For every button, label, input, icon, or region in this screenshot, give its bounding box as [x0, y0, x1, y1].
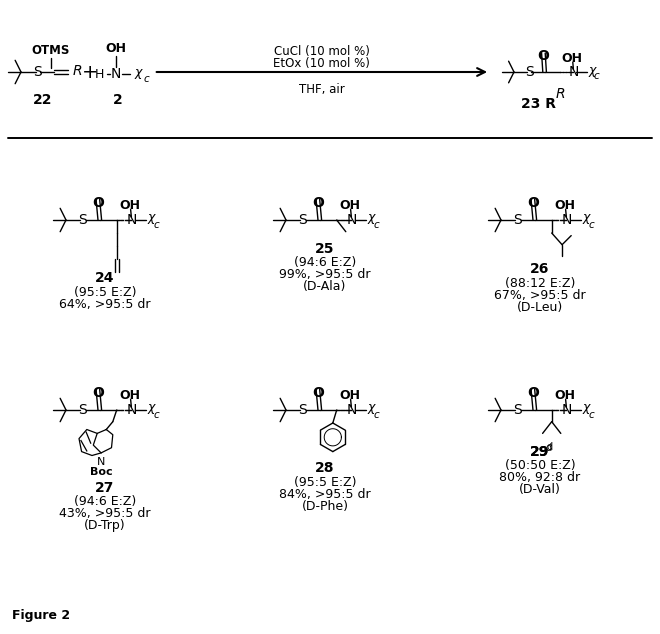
Text: N: N [347, 213, 358, 227]
Text: 67%, >95:5 dr: 67%, >95:5 dr [494, 289, 586, 302]
Text: OH: OH [106, 41, 126, 55]
Text: $\chi$: $\chi$ [147, 212, 158, 226]
Text: c: c [588, 410, 594, 420]
Text: 2: 2 [113, 93, 123, 107]
Text: S: S [79, 403, 87, 417]
Text: (D-Leu): (D-Leu) [517, 301, 563, 314]
Text: S: S [298, 213, 308, 227]
Text: d: d [546, 443, 552, 453]
Text: 25: 25 [315, 242, 335, 256]
Text: (95:5 E:Z): (95:5 E:Z) [74, 286, 136, 299]
Text: $\chi$: $\chi$ [147, 403, 158, 417]
Text: N: N [127, 213, 137, 227]
Text: (D-Ala): (D-Ala) [304, 280, 346, 293]
Text: c: c [153, 410, 159, 420]
Text: N: N [111, 67, 121, 81]
Text: N: N [127, 403, 137, 417]
Text: (94:6 E:Z): (94:6 E:Z) [74, 496, 136, 508]
Text: 80%, 92:8 dr: 80%, 92:8 dr [500, 471, 581, 484]
Text: O: O [527, 386, 539, 401]
Text: S: S [513, 403, 522, 417]
Text: N: N [569, 65, 579, 79]
Text: d: d [547, 442, 553, 451]
Text: c: c [374, 219, 379, 230]
Text: (94:6 E:Z): (94:6 E:Z) [294, 256, 356, 269]
Text: 99%, >95:5 dr: 99%, >95:5 dr [279, 268, 371, 281]
Text: O: O [92, 386, 104, 401]
Text: $\chi$: $\chi$ [134, 67, 144, 81]
Text: OH: OH [339, 199, 360, 212]
Text: OH: OH [119, 199, 141, 212]
Text: 29: 29 [531, 444, 550, 458]
Text: 26: 26 [531, 262, 550, 276]
Text: +: + [82, 63, 98, 82]
Text: c: c [588, 219, 594, 230]
Text: N: N [562, 213, 572, 227]
Text: OH: OH [554, 199, 576, 212]
Text: (D-Phe): (D-Phe) [302, 500, 348, 513]
Text: N: N [97, 457, 106, 467]
Text: S: S [298, 403, 308, 417]
Text: O: O [527, 197, 539, 210]
Text: Boc: Boc [90, 467, 112, 477]
Text: OH: OH [562, 52, 583, 65]
Text: CuCl (10 mol %): CuCl (10 mol %) [274, 46, 370, 58]
Text: S: S [525, 65, 533, 79]
Text: (50:50 E:Z): (50:50 E:Z) [505, 459, 576, 472]
Text: $\chi$: $\chi$ [367, 403, 378, 417]
Text: 23 R: 23 R [521, 97, 556, 111]
Text: 29: 29 [531, 444, 550, 458]
Text: $\chi$: $\chi$ [582, 403, 593, 417]
Text: R: R [556, 87, 566, 101]
Text: O: O [312, 386, 324, 401]
Text: c: c [144, 74, 150, 84]
Text: (D-Val): (D-Val) [519, 483, 561, 496]
Text: O: O [92, 197, 104, 210]
Text: S: S [79, 213, 87, 227]
Text: O: O [312, 197, 324, 210]
Text: $\chi$: $\chi$ [367, 212, 378, 226]
Text: OTMS: OTMS [31, 44, 70, 56]
Text: H: H [94, 67, 104, 81]
Text: c: c [153, 219, 159, 230]
Text: OH: OH [339, 389, 360, 402]
Text: 24: 24 [95, 271, 115, 285]
Text: Figure 2: Figure 2 [12, 609, 70, 622]
Text: R: R [73, 64, 82, 78]
Text: 27: 27 [95, 481, 115, 495]
Text: 22: 22 [33, 93, 53, 107]
Text: c: c [374, 410, 379, 420]
Text: (D-Trp): (D-Trp) [84, 519, 126, 533]
Text: c: c [593, 71, 599, 81]
Text: OH: OH [119, 389, 141, 402]
Text: $\chi$: $\chi$ [582, 212, 593, 226]
Text: 43%, >95:5 dr: 43%, >95:5 dr [59, 507, 150, 521]
Text: N: N [347, 403, 358, 417]
Text: EtOx (10 mol %): EtOx (10 mol %) [273, 58, 370, 70]
Text: S: S [34, 65, 42, 79]
Text: OH: OH [554, 389, 576, 402]
Text: 28: 28 [315, 462, 335, 476]
Text: THF, air: THF, air [299, 84, 345, 96]
Text: 64%, >95:5 dr: 64%, >95:5 dr [59, 298, 150, 311]
Text: 84%, >95:5 dr: 84%, >95:5 dr [279, 488, 371, 501]
Text: N: N [562, 403, 572, 417]
Text: (95:5 E:Z): (95:5 E:Z) [294, 476, 356, 489]
Text: (88:12 E:Z): (88:12 E:Z) [505, 277, 575, 290]
Text: $\chi$: $\chi$ [588, 65, 598, 79]
Text: S: S [513, 213, 522, 227]
Text: O: O [537, 49, 549, 63]
